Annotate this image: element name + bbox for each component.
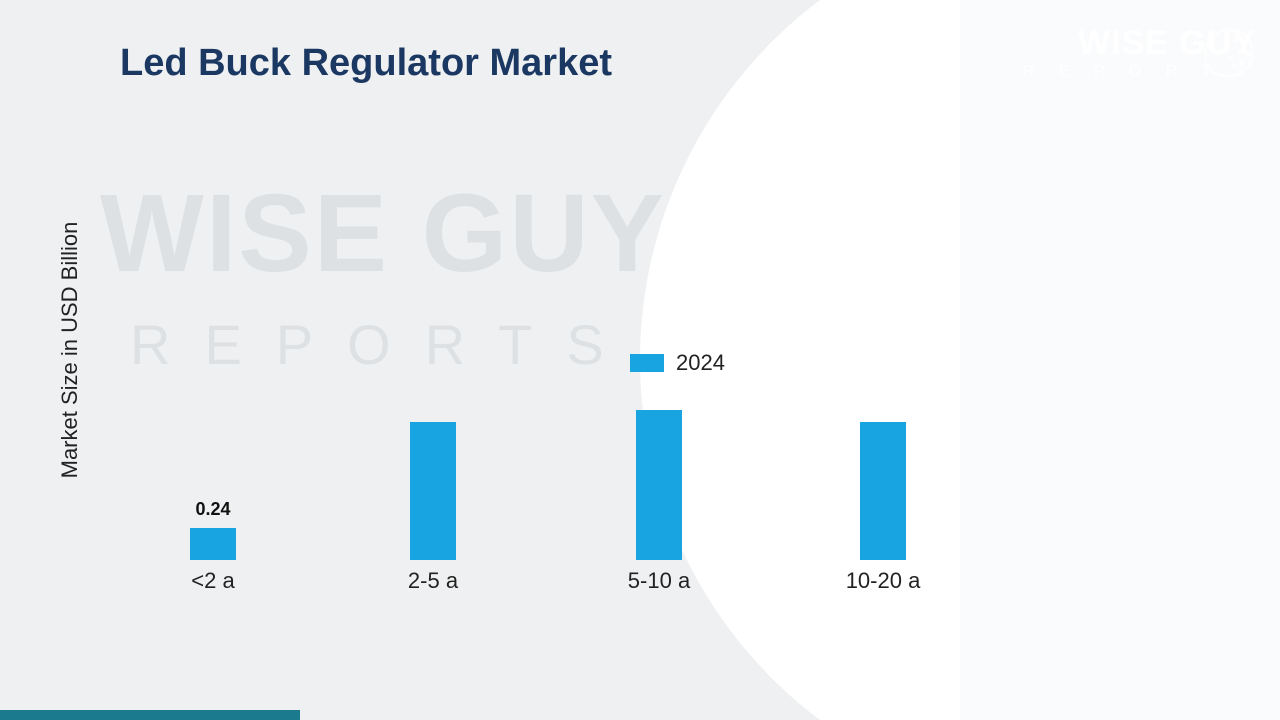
legend-swatch	[630, 354, 664, 372]
bar	[860, 422, 906, 560]
brand-head-icon	[1192, 20, 1262, 90]
bar	[190, 528, 236, 560]
plot-area: 2024 0.24<2 a2-5 a5-10 a10-20 a	[160, 150, 940, 560]
stage: WISE GUY R E P O R T S WISE GUY REPORTS …	[0, 0, 1280, 720]
category-label: 10-20 a	[783, 568, 983, 594]
category-label: 5-10 a	[559, 568, 759, 594]
legend: 2024	[630, 350, 725, 376]
y-axis-label: Market Size in USD Billion	[57, 222, 83, 479]
bar	[636, 410, 682, 560]
brand-logo: WISE GUY R E P O R T S	[1023, 26, 1256, 80]
chart-title: Led Buck Regulator Market	[120, 42, 612, 85]
bottom-strip	[0, 710, 300, 720]
legend-label: 2024	[676, 350, 725, 376]
category-label: 2-5 a	[333, 568, 533, 594]
bar-value-label: 0.24	[113, 499, 313, 520]
category-label: <2 a	[113, 568, 313, 594]
bar	[410, 422, 456, 560]
